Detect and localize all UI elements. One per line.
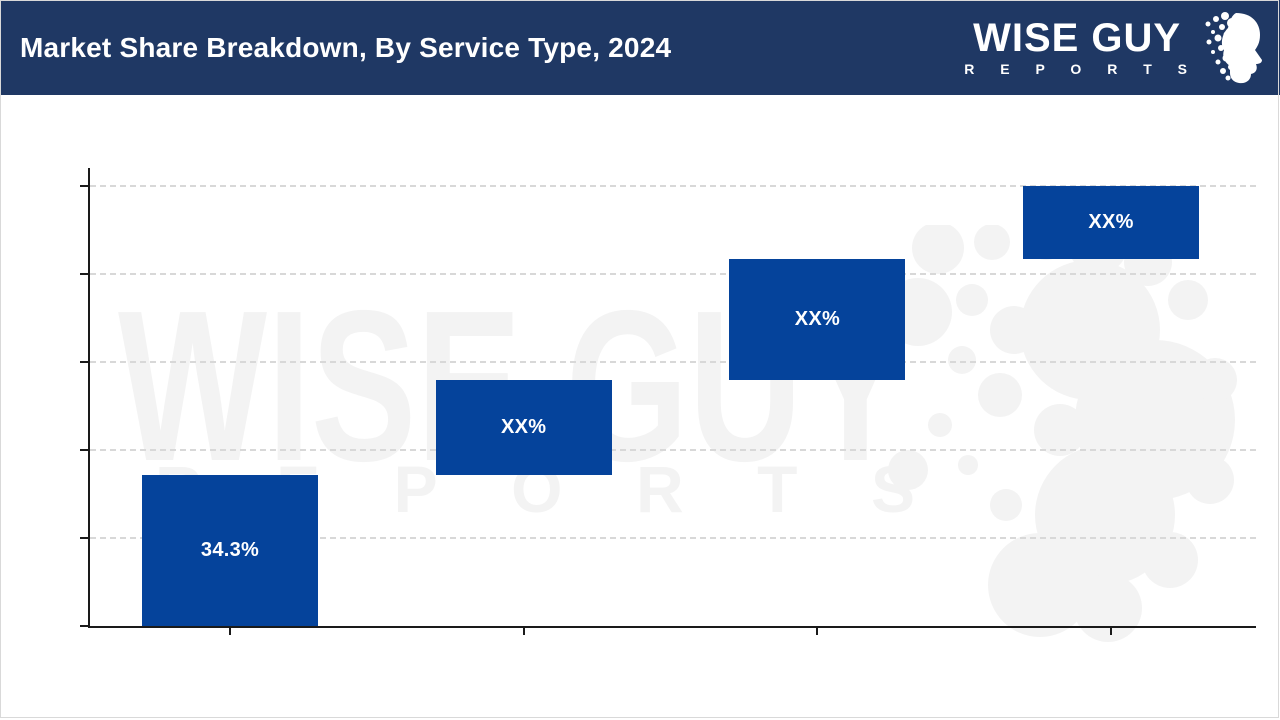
y-tick-0 [80, 625, 88, 627]
logo-wordmark: WISE GUY [973, 16, 1182, 60]
brand-logo: WISE GUY R E P O R T S [956, 10, 1266, 86]
x-tick-repairing [1110, 628, 1113, 635]
bar-value-label: 34.3% [200, 539, 260, 562]
gridline-20 [90, 537, 1256, 539]
bar-repairing: XX% [1023, 186, 1200, 260]
y-tick-80 [80, 273, 88, 275]
logo-subtitle: R E P O R T S [964, 61, 1198, 77]
y-axis-line [88, 168, 90, 628]
x-tick-plastering [522, 628, 525, 635]
chart-title: Market Share Breakdown, By Service Type,… [20, 31, 672, 63]
logo-text: WISE GUY R E P O R T S [956, 18, 1198, 77]
gridline-100 [90, 185, 1256, 187]
gridline-40 [90, 449, 1256, 451]
bar-value-label: XX% [501, 415, 547, 438]
y-tick-40 [80, 449, 88, 451]
bar-value-label: XX% [1088, 211, 1134, 234]
y-tick-100 [80, 185, 88, 187]
bar-plastering: XX% [435, 379, 612, 476]
header-bar: Market Share Breakdown, By Service Type,… [0, 0, 1280, 95]
x-tick-cladding [816, 628, 819, 635]
logo-head-icon [1205, 11, 1262, 83]
x-axis-line [88, 626, 1256, 628]
gridline-60 [90, 361, 1256, 363]
bar-painting: 34.3% [142, 475, 318, 626]
y-tick-60 [80, 361, 88, 363]
bar-value-label: XX% [794, 308, 841, 331]
x-tick-painting [229, 628, 231, 635]
bar-cladding: XX% [729, 259, 906, 380]
gridline-80 [90, 273, 1256, 275]
y-tick-20 [80, 537, 88, 539]
